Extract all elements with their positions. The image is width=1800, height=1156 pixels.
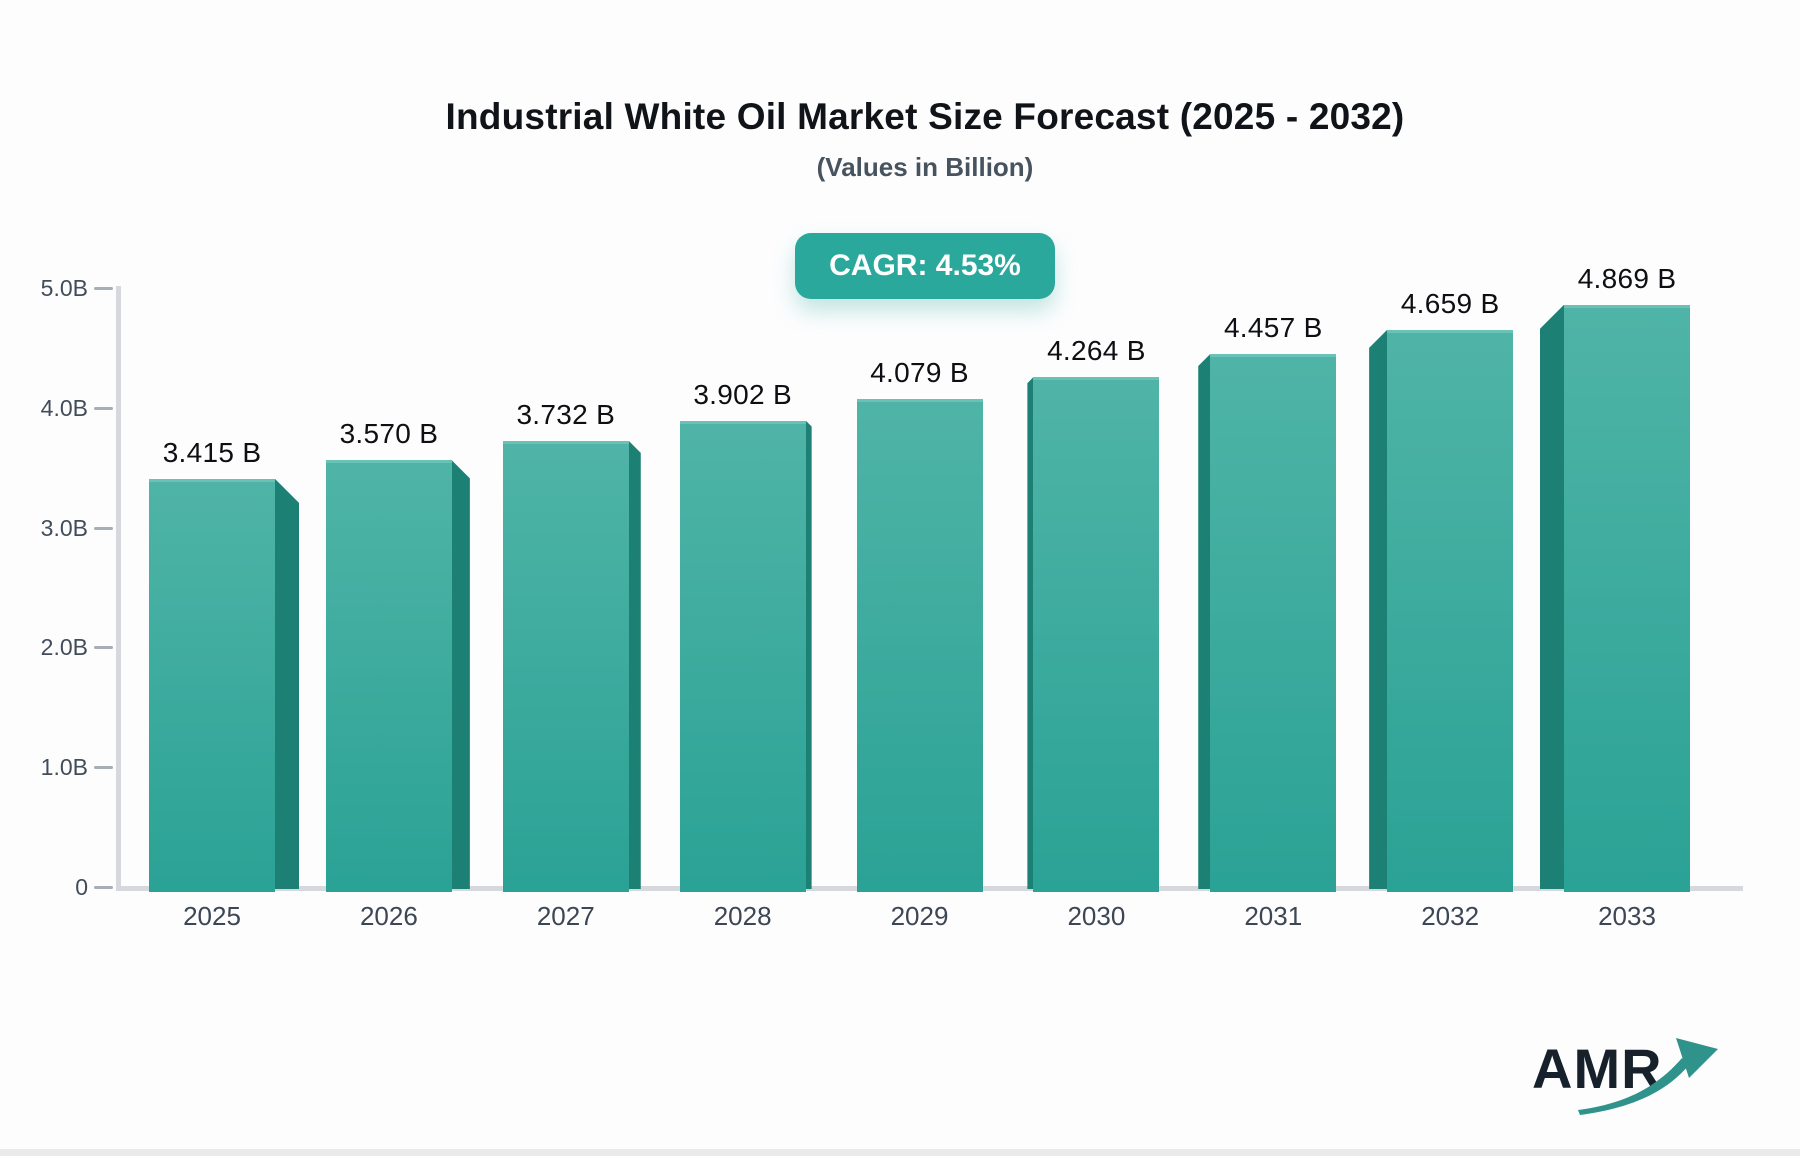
y-axis-tick-mark bbox=[94, 886, 113, 889]
bar-side-face-right bbox=[628, 440, 641, 889]
y-axis-tick-mark bbox=[94, 766, 113, 770]
bar-value-label: 3.902 B bbox=[693, 378, 792, 410]
bar bbox=[856, 399, 983, 892]
bar-side-face-right bbox=[805, 420, 812, 889]
amr-logo: AMR bbox=[1532, 1028, 1722, 1124]
y-axis-line bbox=[116, 286, 121, 891]
x-axis-category-label: 2030 bbox=[1067, 901, 1126, 931]
x-axis-category-label: 2033 bbox=[1598, 901, 1656, 931]
y-axis-tick-mark bbox=[94, 406, 113, 410]
x-axis-category-label: 2025 bbox=[183, 901, 241, 931]
bar bbox=[1387, 329, 1514, 892]
x-axis-category-label: 2032 bbox=[1421, 901, 1480, 931]
bar-side-face-left bbox=[1369, 329, 1388, 889]
chart-title: Industrial White Oil Market Size Forecas… bbox=[445, 96, 1405, 137]
bar-side-face-right bbox=[451, 460, 470, 889]
amr-logo-text: AMR bbox=[1532, 1037, 1663, 1100]
bar bbox=[1033, 377, 1160, 892]
bar bbox=[1210, 354, 1337, 892]
y-axis-tick-label: 0 bbox=[75, 874, 88, 900]
y-axis-tick-label: 4.0B bbox=[40, 394, 88, 421]
bar-value-label: 4.869 B bbox=[1577, 262, 1677, 294]
bar-side-face-right bbox=[275, 478, 299, 889]
bar bbox=[1564, 304, 1690, 892]
y-axis-tick-label: 2.0B bbox=[40, 634, 88, 661]
bar-side-face-left bbox=[1540, 304, 1564, 889]
bar-value-label: 4.457 B bbox=[1223, 312, 1323, 344]
x-axis-category-label: 2027 bbox=[536, 901, 595, 931]
growth-arrow-icon bbox=[1578, 1038, 1718, 1115]
y-axis-tick-mark bbox=[94, 287, 113, 290]
bar-value-label: 4.659 B bbox=[1400, 287, 1500, 319]
bar bbox=[325, 460, 452, 892]
bar-side-face-left bbox=[1027, 377, 1034, 889]
y-axis-tick-label: 5.0B bbox=[40, 275, 88, 301]
chart-header: Industrial White Oil Market Size Forecas… bbox=[0, 0, 1800, 299]
bar-value-label: 3.732 B bbox=[516, 398, 616, 430]
y-axis-tick-mark bbox=[94, 526, 113, 530]
bar-side-face-left bbox=[1198, 354, 1211, 889]
cagr-badge: CAGR: 4.53% bbox=[795, 233, 1055, 299]
bar-value-label: 3.415 B bbox=[162, 436, 262, 468]
bar bbox=[502, 440, 629, 892]
x-axis-category-label: 2029 bbox=[890, 901, 949, 931]
x-axis-category-label: 2031 bbox=[1244, 901, 1303, 931]
chart-subtitle: (Values in Billion) bbox=[816, 152, 1034, 182]
y-axis-tick-mark bbox=[94, 646, 113, 650]
x-axis-category-label: 2026 bbox=[359, 901, 418, 931]
bottom-border bbox=[0, 1149, 1800, 1156]
bar bbox=[149, 478, 275, 892]
bar-value-label: 4.079 B bbox=[870, 357, 969, 389]
bar bbox=[679, 420, 806, 892]
y-axis-tick-label: 3.0B bbox=[40, 514, 88, 541]
x-axis-category-label: 2028 bbox=[713, 901, 772, 931]
bar-value-label: 3.570 B bbox=[339, 418, 439, 450]
y-axis-tick-label: 1.0B bbox=[40, 754, 88, 781]
bar-value-label: 4.264 B bbox=[1047, 335, 1146, 367]
